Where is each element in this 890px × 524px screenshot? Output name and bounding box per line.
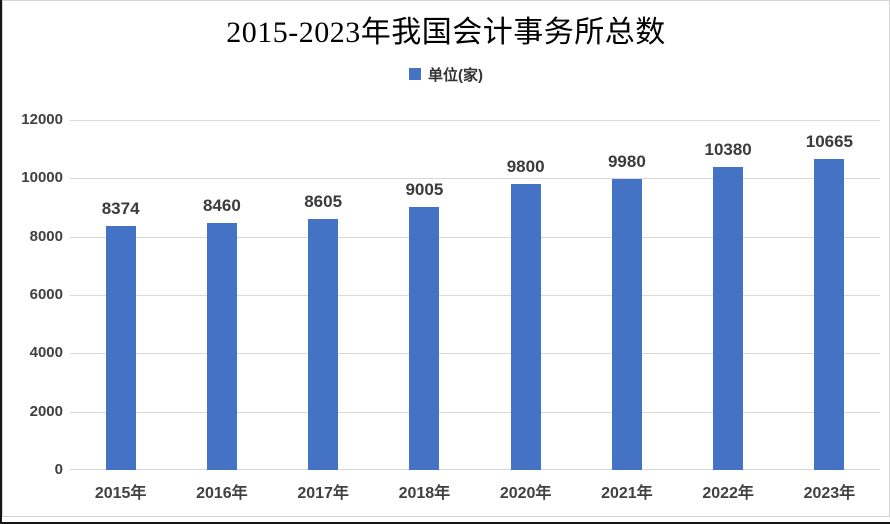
- bar: [409, 207, 440, 470]
- y-tick-label: 10000: [21, 169, 63, 187]
- bar: [105, 225, 136, 470]
- bar-value-label: 9800: [506, 157, 545, 177]
- bar-group: 10665: [779, 120, 880, 470]
- bar: [206, 223, 237, 470]
- x-tick-label: 2015年: [94, 485, 147, 502]
- bar-value-label: 10380: [704, 140, 752, 160]
- chart-title: 2015-2023年我国会计事务所总数: [226, 16, 666, 49]
- bar: [814, 158, 845, 470]
- bar-group: 8374: [70, 120, 171, 470]
- y-tick-label: 6000: [29, 286, 63, 303]
- bar-group: 10380: [678, 120, 779, 470]
- y-tick-label: 4000: [29, 344, 63, 362]
- bar-group: 9005: [374, 120, 475, 470]
- bar: [308, 219, 339, 470]
- x-tick-label: 2016年: [196, 485, 248, 502]
- x-tick-label: 2018年: [398, 485, 451, 502]
- bar-value-label: 10665: [805, 131, 854, 151]
- x-tick-label: 2017年: [297, 485, 349, 502]
- bar-group: 8605: [273, 120, 374, 470]
- bar-value-label: 8605: [304, 192, 343, 212]
- bar-value-label: 9005: [405, 180, 444, 200]
- legend: 单位(家): [3, 63, 889, 85]
- gridline: [70, 295, 880, 296]
- x-tick-label: 2020年: [499, 485, 552, 502]
- bar: [510, 184, 541, 470]
- legend-label: 单位(家): [428, 66, 483, 84]
- y-tick-label: 2000: [29, 402, 63, 420]
- gridline: [70, 469, 880, 470]
- x-tick-label: 2022年: [702, 485, 754, 502]
- legend-swatch-icon: [409, 68, 421, 80]
- gridline: [70, 353, 880, 355]
- gridline: [70, 236, 880, 238]
- bar: [713, 167, 744, 470]
- x-tick-label: 2021年: [601, 485, 653, 502]
- y-tick-label: 12000: [21, 111, 63, 128]
- gridline: [70, 411, 880, 413]
- bar: [611, 178, 642, 470]
- x-axis: 2015年 2016年 2017年 2018年 2020年 2021年 2022年 2023年: [70, 479, 880, 503]
- gridline: [70, 178, 880, 180]
- bar-value-label: 8374: [101, 198, 140, 218]
- y-tick-label: 0: [54, 461, 63, 478]
- bar-value-label: 9980: [607, 151, 646, 171]
- x-tick-label: 2023年: [803, 485, 856, 502]
- y-axis: 0 2000 4000 6000 8000 10000 12000: [3, 111, 63, 478]
- bar-group: 9980: [576, 120, 677, 470]
- bar-group: 8460: [171, 120, 272, 470]
- y-tick-label: 8000: [29, 227, 63, 245]
- bar-value-label: 8460: [202, 196, 241, 216]
- plot-area: 8374 8460 8605 9005 9800 9980 10380 10665: [70, 120, 880, 470]
- bar-group: 9800: [475, 120, 576, 470]
- gridline: [70, 120, 880, 121]
